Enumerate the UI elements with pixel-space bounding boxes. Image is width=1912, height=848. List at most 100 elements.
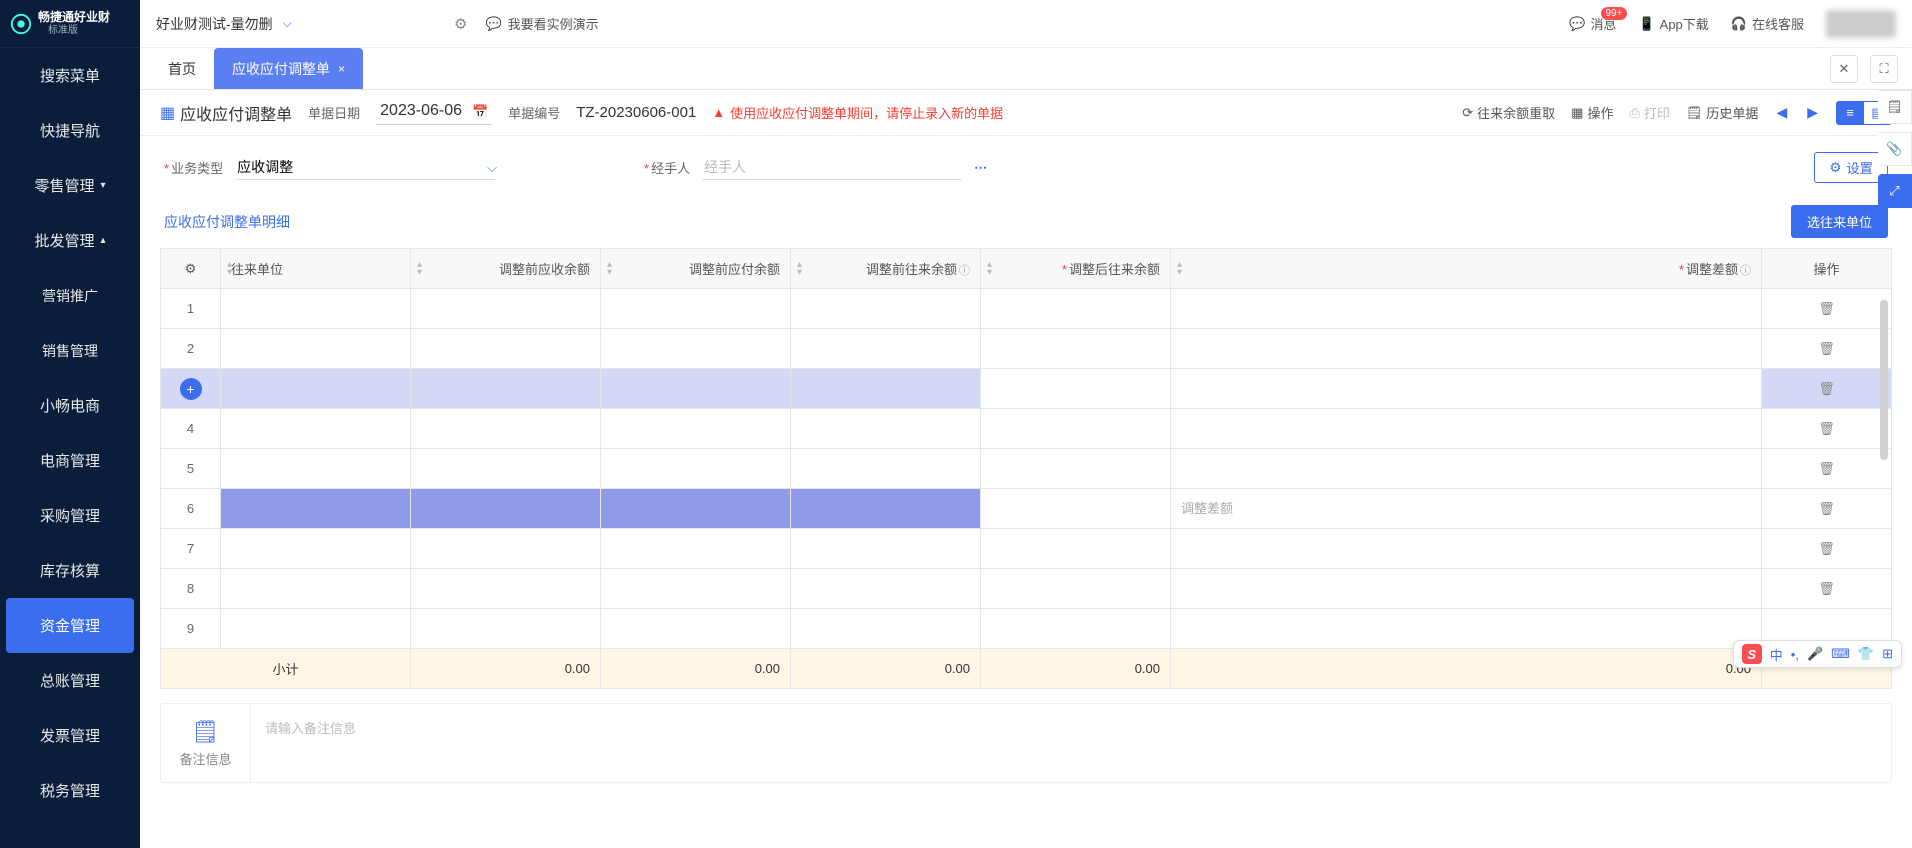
rail-note-button[interactable]: 🗒 xyxy=(1878,90,1912,124)
grid-icon: ▦ xyxy=(1571,105,1583,121)
shirt-icon: 👕 xyxy=(1858,646,1874,662)
nav-search[interactable]: 搜索菜单 xyxy=(0,48,140,103)
remarks-section: 🗒 备注信息 xyxy=(160,703,1892,783)
nav-xce[interactable]: 小畅电商 xyxy=(0,378,140,433)
view-list-button[interactable]: ≡ xyxy=(1836,101,1864,125)
sort-icon[interactable]: ▴▾ xyxy=(417,261,422,277)
detail-table: ⚙ ▴▾往来单位 ▴▾调整前应收余额 ▴▾调整前应付余额 ▴▾调整前往来余额ⓘ … xyxy=(160,248,1892,689)
fullscreen-button[interactable]: ⛶ xyxy=(1870,55,1898,83)
right-rail: 🗒 📎 ⤢ xyxy=(1878,90,1912,208)
trash-icon[interactable]: 🗑 xyxy=(1818,341,1835,356)
nav-wholesale[interactable]: 批发管理▴ xyxy=(0,213,140,268)
table-row[interactable]: 2🗑 xyxy=(161,329,1892,369)
nav-funds[interactable]: 资金管理 xyxy=(6,598,134,653)
sort-icon[interactable]: ▴▾ xyxy=(1177,261,1182,277)
settings-icon[interactable]: ⚙ xyxy=(454,15,467,33)
add-row-button[interactable]: + xyxy=(180,378,202,400)
tab-adjust[interactable]: 应收应付调整单 × xyxy=(214,48,363,89)
nav-marketing[interactable]: 营销推广 xyxy=(0,268,140,323)
note-icon: 🗒 xyxy=(192,719,220,745)
sort-icon[interactable]: ▴▾ xyxy=(797,261,802,277)
tab-close-button[interactable]: ✕ xyxy=(1830,55,1858,83)
th-pre-bal[interactable]: ▴▾调整前往来余额ⓘ xyxy=(791,249,981,289)
sort-icon[interactable]: ▴▾ xyxy=(607,261,612,277)
history-button[interactable]: 🗒历史单据 xyxy=(1686,103,1759,122)
nav-sales[interactable]: 销售管理 xyxy=(0,323,140,378)
table-row[interactable]: 8🗑 xyxy=(161,569,1892,609)
mic-icon: 🎤 xyxy=(1807,646,1823,662)
ops-button[interactable]: ▦操作 xyxy=(1571,103,1613,122)
keyboard-icon: ⌨ xyxy=(1831,646,1850,662)
docno-value: TZ-20230606-001 xyxy=(576,104,696,121)
table-row[interactable]: 5🗑 xyxy=(161,449,1892,489)
th-pre-ap[interactable]: ▴▾调整前应付余额 xyxy=(601,249,791,289)
th-gear[interactable]: ⚙ xyxy=(161,249,221,289)
close-icon[interactable]: × xyxy=(338,62,345,76)
scrollbar[interactable] xyxy=(1880,300,1888,460)
table-row[interactable]: 1🗑 xyxy=(161,289,1892,329)
nav-ecom[interactable]: 电商管理 xyxy=(0,433,140,488)
help-icon[interactable]: ⓘ xyxy=(959,265,970,277)
nav-retail[interactable]: 零售管理▾ xyxy=(0,158,140,213)
diff-input[interactable] xyxy=(1181,501,1751,516)
next-doc-button[interactable]: ▶ xyxy=(1805,104,1820,121)
trash-icon[interactable]: 🗑 xyxy=(1818,461,1835,476)
settings-button[interactable]: ⚙ 设置 xyxy=(1814,152,1888,183)
sort-icon[interactable]: ▴▾ xyxy=(227,261,232,277)
th-pre-ar[interactable]: ▴▾调整前应收余额 xyxy=(411,249,601,289)
more-icon[interactable]: ⋯ xyxy=(974,160,988,176)
rail-expand-button[interactable]: ⤢ xyxy=(1878,174,1912,208)
select-unit-button[interactable]: 选往来单位 xyxy=(1791,205,1888,238)
biztype-input[interactable] xyxy=(235,155,495,180)
th-post-bal[interactable]: ▴▾调整后往来余额 xyxy=(981,249,1171,289)
ime-toolbar[interactable]: S 中•,🎤⌨👕⊞ xyxy=(1733,640,1902,668)
grid-icon: ⊞ xyxy=(1882,646,1893,662)
trash-icon[interactable]: 🗑 xyxy=(1818,381,1835,396)
trash-icon[interactable]: 🗑 xyxy=(1818,541,1835,556)
nav-tax[interactable]: 税务管理 xyxy=(0,763,140,818)
customer-service-button[interactable]: 🎧 在线客服 xyxy=(1731,14,1804,33)
table-row[interactable]: 6🗑 xyxy=(161,489,1892,529)
table-row[interactable]: +🗑 xyxy=(161,369,1892,409)
prev-doc-button[interactable]: ◀ xyxy=(1774,104,1789,121)
demo-link[interactable]: 💬 我要看实例演示 xyxy=(485,14,598,33)
nav: 搜索菜单 快捷导航 零售管理▾ 批发管理▴ 营销推广 销售管理 小畅电商 电商管… xyxy=(0,48,140,848)
nav-invoice[interactable]: 发票管理 xyxy=(0,708,140,763)
table-row[interactable]: 4🗑 xyxy=(161,409,1892,449)
trash-icon[interactable]: 🗑 xyxy=(1818,581,1835,596)
nav-gl[interactable]: 总账管理 xyxy=(0,653,140,708)
help-icon[interactable]: ⓘ xyxy=(1740,265,1751,277)
detail-table-wrap: ⚙ ▴▾往来单位 ▴▾调整前应收余额 ▴▾调整前应付余额 ▴▾调整前往来余额ⓘ … xyxy=(140,248,1912,689)
nav-quick[interactable]: 快捷导航 xyxy=(0,103,140,158)
docno-label: 单据编号 xyxy=(508,103,560,122)
rail-attach-button[interactable]: 📎 xyxy=(1878,132,1912,166)
trash-icon[interactable]: 🗑 xyxy=(1818,421,1835,436)
refetch-button[interactable]: ⟳往来余额重取 xyxy=(1462,103,1555,122)
nav-purchase[interactable]: 采购管理 xyxy=(0,488,140,543)
th-diff[interactable]: ▴▾调整差额ⓘ xyxy=(1171,249,1762,289)
table-row[interactable]: 9 xyxy=(161,609,1892,649)
tab-home[interactable]: 首页 xyxy=(150,48,214,89)
remarks-input[interactable] xyxy=(251,704,1891,782)
user-avatar[interactable] xyxy=(1826,10,1896,38)
content: ▦ 应收应付调整单 单据日期 2023-06-06 📅 单据编号 TZ-2023… xyxy=(140,90,1912,848)
calendar-icon[interactable]: 📅 xyxy=(472,104,488,120)
print-button[interactable]: ⎙打印 xyxy=(1629,103,1669,122)
nav-inventory[interactable]: 库存核算 xyxy=(0,543,140,598)
warning-icon: ▲ xyxy=(712,105,725,120)
mobile-icon: 📱 xyxy=(1638,16,1654,32)
headset-icon: 🎧 xyxy=(1731,16,1747,32)
warning-message: ▲ 使用应收应付调整单期间，请停止录入新的单据 xyxy=(712,103,1003,122)
sort-icon[interactable]: ▴▾ xyxy=(987,261,992,277)
chevron-down-icon[interactable]: ⌵ xyxy=(487,160,497,176)
date-field[interactable]: 2023-06-06 📅 xyxy=(376,100,492,125)
app-download-button[interactable]: 📱 App下载 xyxy=(1638,14,1708,33)
th-unit[interactable]: ▴▾往来单位 xyxy=(221,249,411,289)
table-row[interactable]: 7🗑 xyxy=(161,529,1892,569)
main: 好业财测试-量勿删 ⌵ ⚙ 💬 我要看实例演示 💬 消息 99+ 📱 App下载 xyxy=(140,0,1912,848)
org-selector[interactable]: 好业财测试-量勿删 ⌵ xyxy=(156,14,436,34)
trash-icon[interactable]: 🗑 xyxy=(1818,501,1835,516)
trash-icon[interactable]: 🗑 xyxy=(1818,301,1835,316)
messages-button[interactable]: 💬 消息 99+ xyxy=(1569,14,1616,33)
handler-input[interactable] xyxy=(702,155,962,180)
